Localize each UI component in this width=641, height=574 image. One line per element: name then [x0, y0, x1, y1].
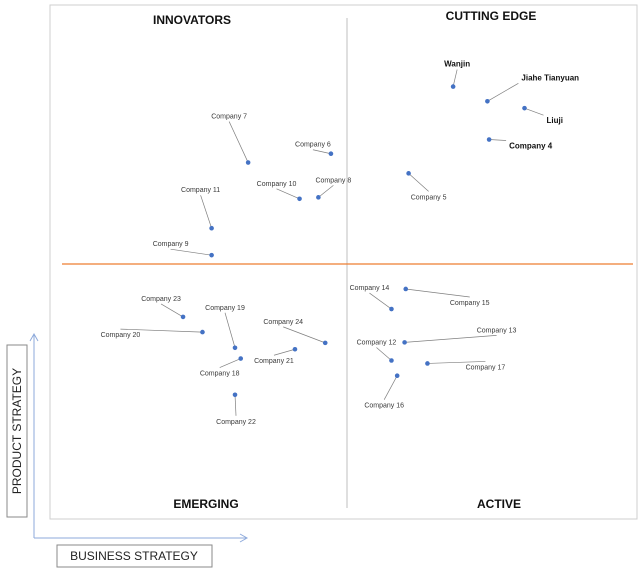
point-label-liuji: Liuji [547, 116, 563, 125]
leader-line-company-9 [170, 248, 212, 256]
point-label-company-21: Company 21 [254, 358, 294, 365]
leader-line-company-24 [283, 326, 326, 344]
leader-line-company-22 [234, 394, 237, 416]
leader-line-jiahe-tianyuan [487, 82, 519, 102]
leader-line-company-15 [405, 288, 470, 298]
point-jiahe-tianyuan [485, 99, 490, 104]
point-company-22 [232, 392, 238, 398]
point-label-company-19: Company 19 [205, 305, 245, 312]
y-axis-title-box [6, 344, 28, 518]
leader-line-company-8 [318, 185, 334, 198]
point-company-19 [232, 345, 238, 351]
point-label-company-20: Company 20 [101, 332, 141, 339]
leader-line-company-16 [383, 375, 398, 400]
leader-line-company-10 [276, 188, 300, 200]
leader-line-company-23 [160, 303, 184, 318]
leader-line-company-13 [404, 335, 497, 343]
point-label-company-8: Company 8 [315, 177, 351, 184]
point-company-24 [322, 340, 328, 346]
point-company-5 [406, 171, 411, 176]
point-label-company-23: Company 23 [141, 296, 181, 303]
point-label-company-18: Company 18 [200, 371, 240, 378]
point-company-12 [389, 358, 394, 363]
point-label-company-22: Company 22 [216, 419, 256, 426]
point-company-14 [389, 306, 394, 312]
leader-line-company-5 [408, 173, 429, 192]
point-label-company-9: Company 9 [153, 241, 189, 248]
point-company-7 [245, 160, 251, 165]
leader-line-company-21 [273, 348, 296, 356]
point-label-company-11: Company 11 [181, 187, 220, 194]
x-axis-title-box [56, 544, 213, 568]
point-label-company-16: Company 16 [364, 403, 404, 410]
point-company-23 [180, 314, 186, 320]
point-company-20 [200, 329, 205, 335]
quadrant-label-innovators: INNOVATORS [153, 13, 231, 27]
leader-line-company-20 [120, 328, 203, 333]
leader-line-company-14 [369, 292, 392, 310]
quadrant-label-cutting-edge: CUTTING EDGE [446, 9, 537, 23]
point-liuji [522, 105, 527, 111]
plot-frame [49, 4, 638, 520]
point-label-company-12: Company 12 [357, 340, 397, 347]
point-label-company-15: Company 15 [450, 300, 490, 307]
point-company-18 [238, 356, 244, 361]
point-label-company-13: Company 13 [477, 327, 517, 334]
point-company-6 [328, 151, 334, 157]
point-label-company-7: Company 7 [211, 114, 247, 121]
point-company-15 [403, 286, 409, 292]
point-company-10 [297, 196, 302, 202]
leader-line-company-17 [427, 361, 486, 364]
leader-line-company-6 [312, 149, 332, 155]
leader-line-wanjin [452, 69, 458, 87]
point-company-11 [209, 225, 214, 231]
leader-line-company-7 [228, 121, 249, 163]
leader-line-company-19 [224, 312, 236, 348]
quadrant-label-active: ACTIVE [477, 497, 521, 511]
quadrant-label-emerging: EMERGING [173, 497, 238, 511]
leader-line-company-11 [200, 195, 212, 229]
point-company-17 [425, 361, 430, 366]
points-layer: Wanjin Jiahe Tianyuan Liuji Company 4 Compan… [101, 60, 580, 426]
y-axis-arrowhead [29, 332, 39, 342]
point-wanjin [450, 84, 456, 89]
point-label-company-14: Company 14 [350, 285, 390, 292]
point-label-company-24: Company 24 [263, 319, 303, 326]
leader-line-liuji [524, 107, 544, 116]
point-label-wanjin: Wanjin [444, 60, 470, 69]
point-label-company-10: Company 10 [257, 181, 297, 188]
point-label-company-4: Company 4 [509, 142, 553, 151]
point-company-4 [486, 137, 492, 142]
point-label-company-5: Company 5 [411, 194, 447, 201]
leader-line-company-18 [219, 358, 241, 368]
point-company-13 [402, 340, 407, 345]
leader-line-company-4 [489, 139, 507, 141]
point-label-company-6: Company 6 [295, 142, 331, 149]
leader-line-company-12 [376, 347, 392, 361]
point-company-21 [292, 346, 298, 352]
point-label-jiahe-tianyuan: Jiahe Tianyuan [521, 73, 579, 82]
x-axis-title: BUSINESS STRATEGY [70, 549, 198, 563]
y-axis-title: PRODUCT STRATEGY [10, 368, 24, 494]
point-company-8 [316, 195, 321, 200]
x-axis-arrowhead [239, 533, 249, 543]
point-label-company-17: Company 17 [466, 364, 506, 371]
point-company-16 [394, 373, 400, 379]
point-company-9 [209, 252, 214, 258]
